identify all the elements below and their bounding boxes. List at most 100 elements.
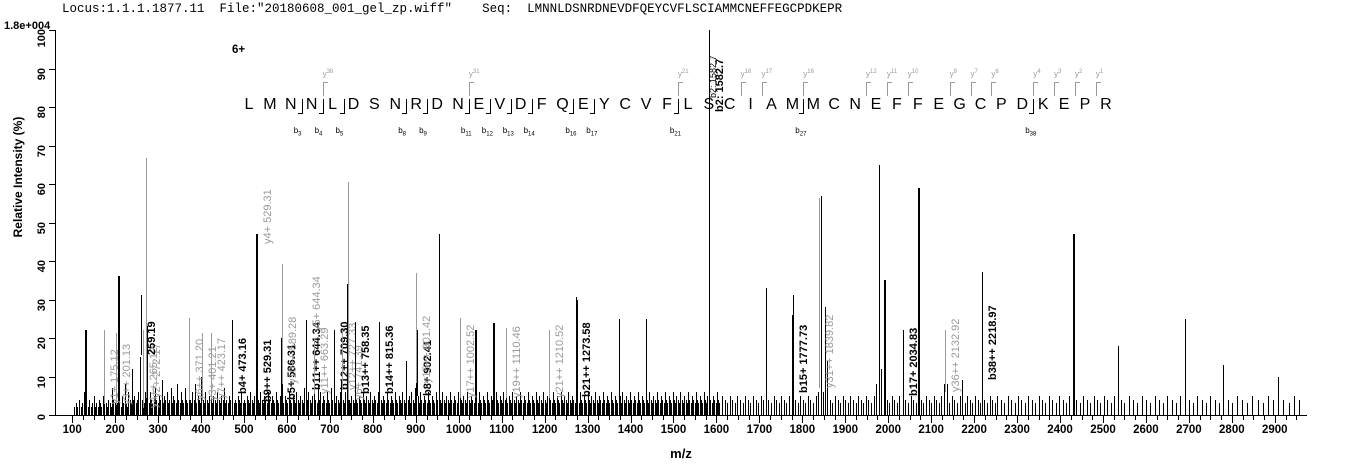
spectrum-peak — [500, 399, 502, 415]
spectrum-peak — [612, 399, 614, 415]
y-axis-tick — [49, 107, 56, 108]
sequence-residue: D — [347, 96, 360, 113]
spectrum-peak — [666, 399, 668, 415]
y-axis-tick — [49, 299, 56, 301]
spectrum-peak — [820, 195, 823, 415]
spectrum-peak — [216, 403, 218, 415]
spectrum-peak — [561, 399, 563, 415]
spectrum-peak — [1197, 395, 1199, 415]
spectrum-peak — [288, 391, 290, 415]
spectrum-peak — [648, 403, 650, 415]
spectrum-peak — [662, 399, 664, 415]
y-ion-tick-head — [1095, 82, 1101, 83]
spectrum-peak — [649, 391, 651, 415]
spectrum-peak — [509, 399, 511, 415]
spectrum-peak — [690, 403, 692, 415]
y-ion-label: y38 — [322, 69, 334, 79]
spectrum-peak — [464, 399, 466, 415]
spectrum-peak — [106, 407, 108, 415]
spectrum-peak — [566, 403, 568, 415]
x-axis-tick — [1060, 416, 1062, 423]
spectrum-peak — [545, 403, 547, 415]
x-axis-tick-label: 1800 — [789, 424, 816, 436]
spectrum-peak — [277, 399, 279, 415]
spectrum-peak — [591, 395, 593, 415]
x-axis-tick-label: 2700 — [1176, 424, 1202, 436]
x-axis-tick — [1274, 416, 1276, 423]
x-axis-tick — [770, 416, 772, 420]
x-axis-tick — [963, 416, 965, 420]
spectrum-peak — [202, 399, 204, 415]
annotation-leader-line — [281, 338, 283, 400]
spectrum-peak — [452, 403, 454, 415]
spectrum-peak — [631, 399, 633, 415]
x-axis-tick — [1017, 416, 1019, 423]
x-axis-tick — [297, 416, 299, 420]
spectrum-peak — [145, 391, 147, 415]
spectrum-peak — [342, 399, 344, 415]
spectrum-peak — [138, 391, 140, 415]
spectrum-peak — [661, 395, 663, 415]
annotation-leader-line — [188, 318, 190, 400]
spectrum-peak — [858, 395, 860, 415]
sequence-residue: C — [828, 96, 840, 113]
x-axis-tick — [222, 416, 224, 420]
spectrum-peak — [507, 403, 509, 415]
spectrum-peak — [191, 403, 193, 415]
spectrum-peak — [473, 403, 475, 415]
sequence-residue: F — [662, 96, 672, 113]
spectrum-peak — [673, 399, 675, 415]
x-axis-tick — [136, 416, 138, 420]
x-axis-tick — [286, 416, 288, 423]
spectrum-peak — [579, 391, 581, 415]
spectrum-peak — [348, 399, 350, 415]
x-axis-tick — [72, 416, 74, 423]
spectrum-peak — [560, 391, 562, 415]
spectrum-peak — [179, 403, 181, 415]
b-ion-label: b5 — [335, 126, 344, 138]
spectrum-peak — [484, 399, 486, 415]
b-ion-tick — [573, 99, 575, 113]
spectrum-peak — [926, 395, 928, 415]
spectrum-peak — [412, 399, 414, 415]
x-axis-tick — [856, 416, 858, 420]
x-axis-tick — [662, 416, 664, 420]
spectrum-peak — [316, 403, 318, 415]
y-ion-tick-head — [322, 82, 328, 83]
spectrum-peak — [800, 395, 802, 415]
x-axis-tick-label: 2800 — [1219, 424, 1245, 436]
x-axis-tick — [748, 416, 750, 420]
x-axis-tick — [351, 416, 353, 420]
x-axis-tick — [469, 416, 471, 420]
b-ion-tick — [594, 99, 596, 113]
spectrum-peak — [114, 403, 116, 415]
spectrum-peak — [712, 395, 714, 415]
spectrum-peak — [273, 399, 275, 415]
sequence-residue: M — [785, 96, 800, 113]
x-axis-tick — [1231, 416, 1233, 423]
b-ion-tick — [803, 99, 805, 113]
spectrum-peak — [582, 403, 584, 415]
spectrum-peak — [783, 399, 785, 415]
y-ion-tick-head — [949, 82, 955, 83]
spectrum-peak — [451, 399, 453, 415]
spectrum-peak — [813, 403, 815, 415]
x-axis-tick — [501, 416, 503, 423]
peak-annotation-label: y17++ 1002.52 — [464, 324, 477, 398]
spectrum-peak — [296, 391, 298, 415]
spectrum-peak — [340, 391, 342, 415]
spectrum-peak — [1007, 395, 1009, 415]
spectrum-peak — [363, 399, 365, 415]
x-axis-tick — [447, 416, 449, 420]
spectrum-peak — [217, 391, 219, 415]
x-axis-tick-label: 900 — [406, 424, 426, 436]
spectrum-peak — [1176, 403, 1177, 415]
x-axis-tick — [641, 416, 643, 420]
spectrum-peak — [250, 391, 252, 415]
x-axis-tick-label: 2000 — [875, 424, 902, 436]
x-axis-tick-label: 700 — [320, 424, 340, 436]
spectrum-peak — [503, 391, 505, 415]
spectrum-peak — [357, 403, 359, 415]
spectrum-peak — [392, 399, 394, 415]
